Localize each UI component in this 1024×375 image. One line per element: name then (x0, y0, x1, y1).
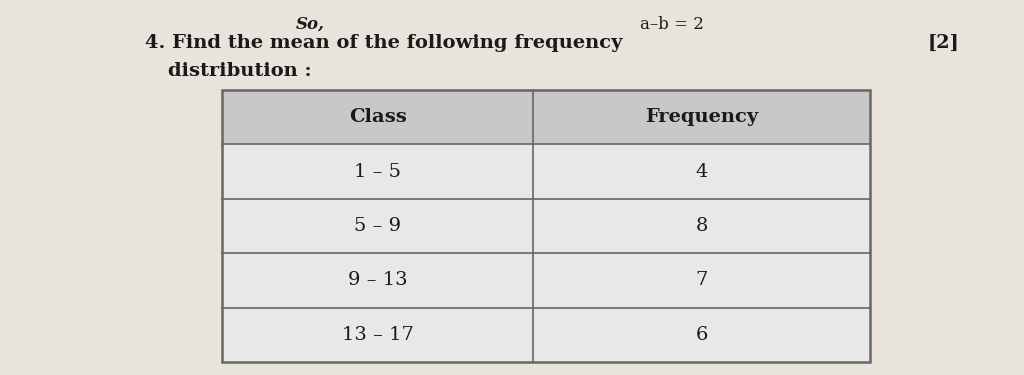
Bar (222, 144, 870, 199)
Text: So,: So, (296, 16, 325, 33)
Text: Frequency: Frequency (645, 108, 758, 126)
Bar (222, 308, 870, 362)
Text: 7: 7 (695, 272, 708, 290)
Text: a–b = 2: a–b = 2 (640, 16, 703, 33)
Text: Class: Class (348, 108, 407, 126)
Bar (222, 199, 870, 253)
Bar (222, 90, 870, 144)
Text: distribution :: distribution : (168, 62, 311, 80)
Bar (222, 253, 870, 308)
Text: 4: 4 (695, 163, 708, 181)
Text: 9 – 13: 9 – 13 (348, 272, 408, 290)
Text: 5 – 9: 5 – 9 (354, 217, 401, 235)
Text: 13 – 17: 13 – 17 (342, 326, 414, 344)
Text: 6: 6 (695, 326, 708, 344)
Text: 8: 8 (695, 217, 708, 235)
Text: [2]: [2] (928, 34, 961, 52)
Bar (222, 90, 870, 362)
Text: 4. Find the mean of the following frequency: 4. Find the mean of the following freque… (145, 34, 623, 52)
Text: 1 – 5: 1 – 5 (354, 163, 401, 181)
